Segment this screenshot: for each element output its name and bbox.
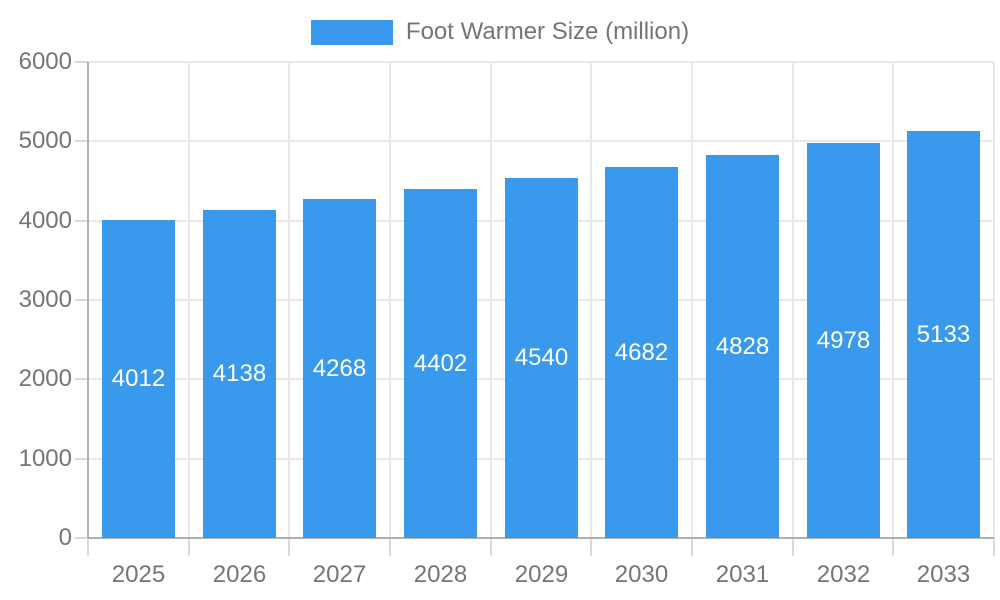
x-axis-tick <box>490 538 492 556</box>
gridline-vertical <box>288 62 290 538</box>
bar-value-label: 4540 <box>514 344 569 371</box>
gridline-vertical <box>892 62 894 538</box>
legend-swatch <box>310 19 393 45</box>
bar-value-label: 4012 <box>111 365 166 392</box>
bar-value-label: 5133 <box>916 321 971 348</box>
bar[interactable] <box>605 167 678 538</box>
bar[interactable] <box>807 143 880 538</box>
bar[interactable] <box>505 178 578 538</box>
x-axis-tick <box>993 538 995 556</box>
bar-value-label: 4978 <box>816 327 871 354</box>
x-axis-label: 2029 <box>514 561 569 588</box>
x-axis-tick <box>590 538 592 556</box>
gridline-vertical <box>389 62 391 538</box>
y-axis-label: 1000 <box>18 445 72 472</box>
bar-value-label: 4828 <box>715 333 770 360</box>
y-axis-line <box>87 62 89 538</box>
bar[interactable] <box>706 155 779 538</box>
y-axis-label: 0 <box>58 524 72 551</box>
y-axis-tick <box>75 61 88 63</box>
y-axis-label: 3000 <box>18 286 72 313</box>
gridline-vertical <box>590 62 592 538</box>
gridline-vertical <box>691 62 693 538</box>
x-axis-label: 2025 <box>111 561 166 588</box>
legend-label: Foot Warmer Size (million) <box>405 18 690 45</box>
gridline-vertical <box>490 62 492 538</box>
x-axis-label: 2032 <box>816 561 871 588</box>
x-axis-line <box>88 537 994 539</box>
y-axis-label: 6000 <box>18 48 72 75</box>
y-axis-tick <box>75 299 88 301</box>
gridline-vertical <box>993 62 995 538</box>
y-axis-label: 4000 <box>18 207 72 234</box>
bar-value-label: 4682 <box>614 339 669 366</box>
x-axis-tick <box>389 538 391 556</box>
bar[interactable] <box>404 189 477 538</box>
bar-value-label: 4268 <box>312 355 367 382</box>
gridline-horizontal <box>88 61 994 63</box>
x-axis-tick <box>87 538 89 556</box>
x-axis-tick <box>792 538 794 556</box>
y-axis-tick <box>75 140 88 142</box>
y-axis-tick <box>75 220 88 222</box>
x-axis-label: 2030 <box>614 561 669 588</box>
gridline-horizontal <box>88 140 994 142</box>
bar-value-label: 4138 <box>212 360 267 387</box>
x-axis-tick <box>691 538 693 556</box>
gridline-vertical <box>188 62 190 538</box>
y-axis-label: 5000 <box>18 127 72 154</box>
y-axis-tick <box>75 458 88 460</box>
bar-value-label: 4402 <box>413 350 468 377</box>
x-axis-tick <box>892 538 894 556</box>
y-axis-tick <box>75 378 88 380</box>
x-axis-label: 2027 <box>312 561 367 588</box>
bar[interactable] <box>907 131 980 538</box>
x-axis-label: 2026 <box>212 561 267 588</box>
y-axis-tick <box>75 537 88 539</box>
x-axis-label: 2028 <box>413 561 468 588</box>
bar[interactable] <box>203 210 276 538</box>
y-axis-label: 2000 <box>18 365 72 392</box>
x-axis-tick <box>288 538 290 556</box>
x-axis-label: 2033 <box>916 561 971 588</box>
x-axis-tick <box>188 538 190 556</box>
x-axis-label: 2031 <box>715 561 770 588</box>
legend: Foot Warmer Size (million) <box>0 18 1000 46</box>
bar[interactable] <box>303 199 376 538</box>
gridline-vertical <box>792 62 794 538</box>
bar[interactable] <box>102 220 175 538</box>
